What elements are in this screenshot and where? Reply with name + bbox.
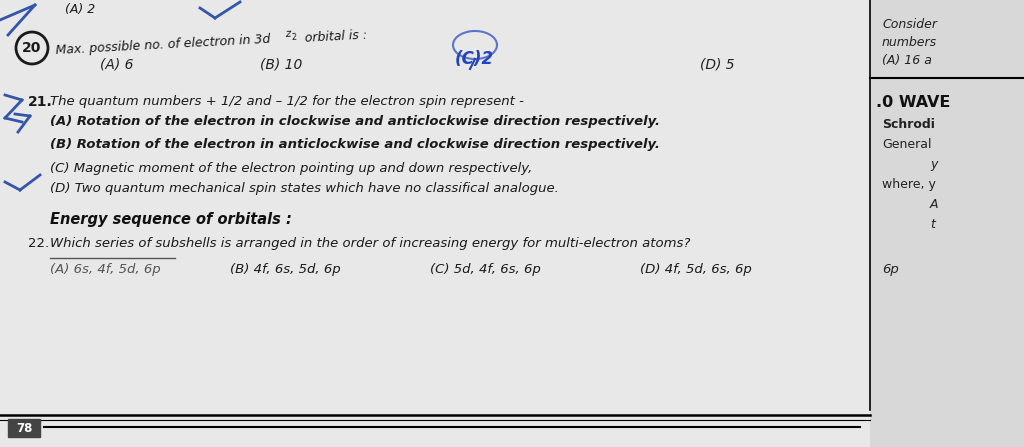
Text: numbers: numbers [882, 36, 937, 49]
FancyBboxPatch shape [0, 0, 870, 447]
Text: (A) 6s, 4f, 5d, 6p: (A) 6s, 4f, 5d, 6p [50, 263, 161, 276]
Text: Which series of subshells is arranged in the order of increasing energy for mult: Which series of subshells is arranged in… [50, 237, 690, 250]
Text: General: General [882, 138, 932, 151]
Text: (D) Two quantum mechanical spin states which have no classifical analogue.: (D) Two quantum mechanical spin states w… [50, 182, 559, 195]
Text: (A) 2: (A) 2 [65, 3, 95, 16]
Text: 20: 20 [23, 41, 42, 55]
Text: .0 WAVE: .0 WAVE [876, 95, 950, 110]
Text: (D) 5: (D) 5 [700, 58, 734, 72]
Text: 6p: 6p [882, 263, 899, 276]
Text: Max. possible no. of electron in 3d: Max. possible no. of electron in 3d [55, 33, 270, 57]
Text: (D) 4f, 5d, 6s, 6p: (D) 4f, 5d, 6s, 6p [640, 263, 752, 276]
Text: (A) Rotation of the electron in clockwise and anticlockwise direction respective: (A) Rotation of the electron in clockwis… [50, 115, 660, 128]
Text: 22.: 22. [28, 237, 49, 250]
Text: (C) 5d, 4f, 6s, 6p: (C) 5d, 4f, 6s, 6p [430, 263, 541, 276]
Text: (B) 4f, 6s, 5d, 6p: (B) 4f, 6s, 5d, 6p [230, 263, 341, 276]
Text: (A) 6: (A) 6 [100, 58, 133, 72]
Text: t: t [930, 218, 935, 231]
Text: 78: 78 [15, 422, 32, 434]
Text: where, y: where, y [882, 178, 936, 191]
Text: 2: 2 [291, 33, 297, 42]
Text: The quantum numbers + 1/2 and – 1/2 for the electron spin represent -: The quantum numbers + 1/2 and – 1/2 for … [50, 95, 524, 108]
Text: y: y [930, 158, 937, 171]
Text: (C)2: (C)2 [455, 50, 495, 68]
Text: (C) Magnetic moment of the electron pointing up and down respectively,: (C) Magnetic moment of the electron poin… [50, 162, 532, 175]
Text: 21.: 21. [28, 95, 53, 109]
Text: A: A [930, 198, 939, 211]
Text: (A) 16 a: (A) 16 a [882, 54, 932, 67]
FancyBboxPatch shape [870, 0, 1024, 447]
Text: Energy sequence of orbitals :: Energy sequence of orbitals : [50, 212, 292, 227]
Text: Consider: Consider [882, 18, 937, 31]
Text: orbital is :: orbital is : [300, 29, 367, 46]
Text: Schrodi: Schrodi [882, 118, 935, 131]
Text: z: z [285, 29, 291, 39]
Text: (B) Rotation of the electron in anticlockwise and clockwise direction respective: (B) Rotation of the electron in anticloc… [50, 138, 659, 151]
FancyBboxPatch shape [8, 419, 40, 437]
Text: (B) 10: (B) 10 [260, 58, 302, 72]
